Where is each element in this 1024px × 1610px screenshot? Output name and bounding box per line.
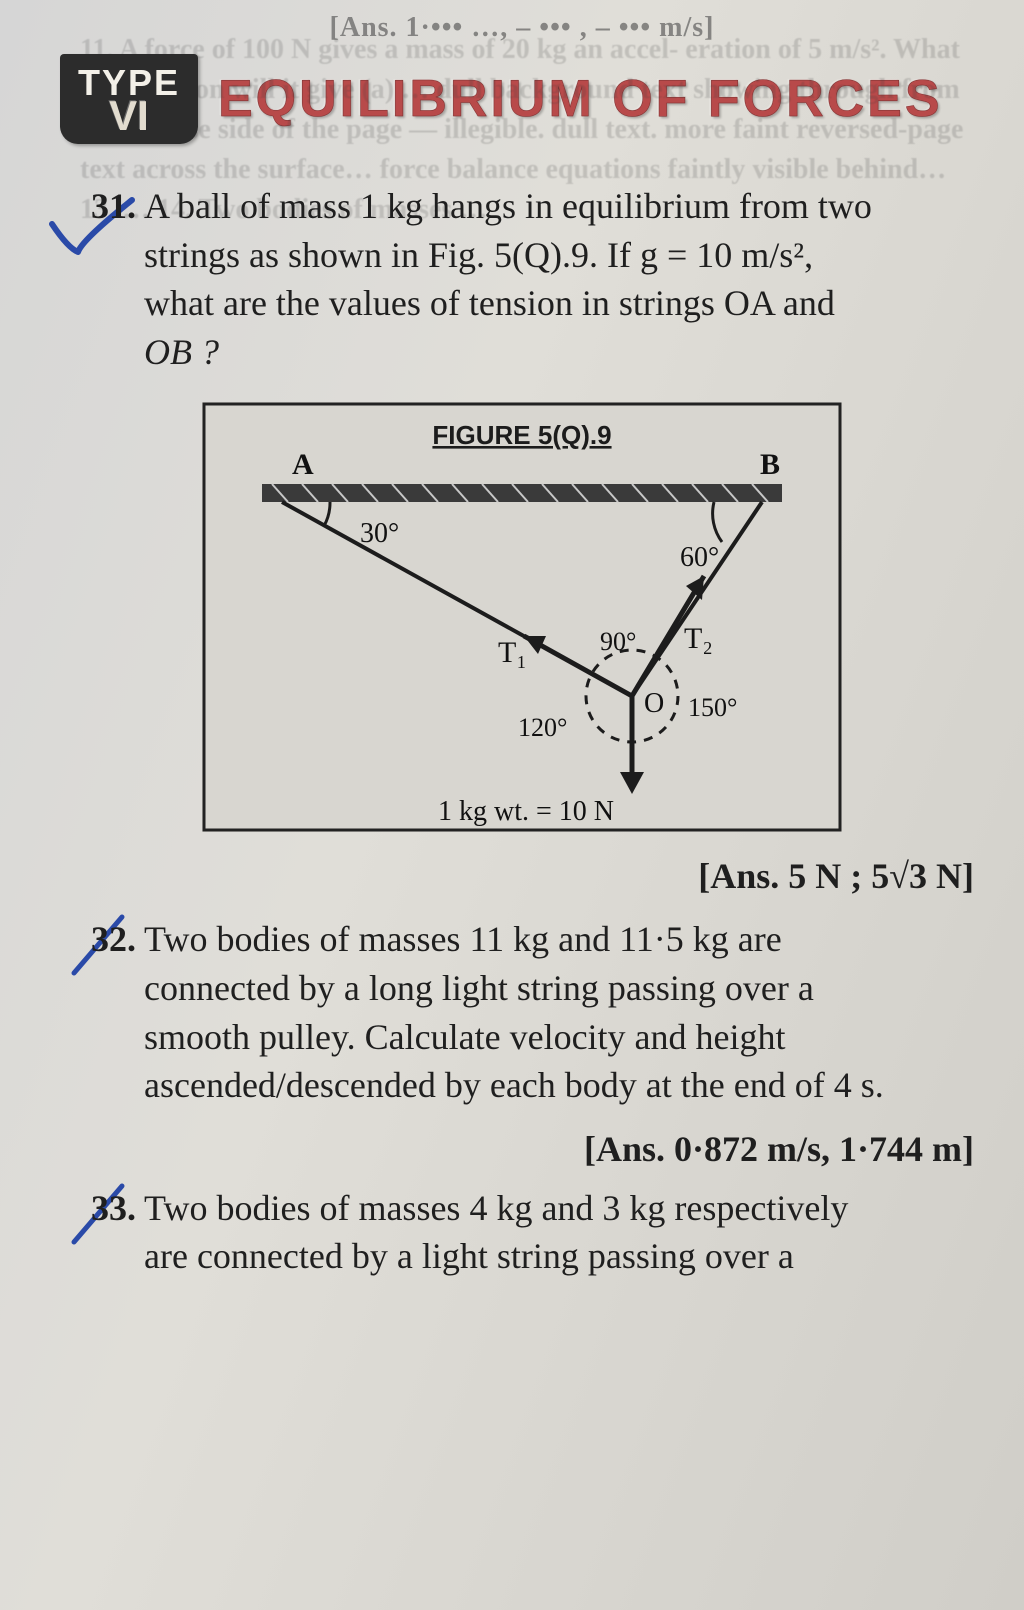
question-number: 33. xyxy=(60,1184,136,1233)
q31-line4: OB ? xyxy=(144,332,219,372)
label-90: 90° xyxy=(600,627,636,656)
q32-line2: connected by a long light string passing… xyxy=(144,968,814,1008)
question-33: 33. Two bodies of masses 4 kg and 3 kg r… xyxy=(60,1184,984,1281)
q33-line2: are connected by a light string passing … xyxy=(144,1236,794,1276)
label-120: 120° xyxy=(518,713,567,742)
q32-line3: smooth pulley. Calculate velocity and he… xyxy=(144,1017,786,1057)
figure-svg: FIGURE 5(Q).9 xyxy=(202,402,842,832)
question-number: 32. xyxy=(60,915,136,964)
question-body: Two bodies of masses 11 kg and 11·5 kg a… xyxy=(144,915,984,1109)
figure-title: FIGURE 5(Q).9 xyxy=(432,420,611,450)
label-T1: T₁ xyxy=(498,636,527,669)
question-31: 31. A ball of mass 1 kg hangs in equilib… xyxy=(60,182,984,376)
q31-line1: A ball of mass 1 kg hangs in equilibrium… xyxy=(144,186,872,226)
q33-line1: Two bodies of masses 4 kg and 3 kg respe… xyxy=(144,1188,848,1228)
q32-line4: ascended/descended by each body at the e… xyxy=(144,1065,884,1105)
type-badge: TYPE VI xyxy=(60,54,198,144)
label-A: A xyxy=(292,448,314,481)
label-B: B xyxy=(760,448,780,481)
question-body: Two bodies of masses 4 kg and 3 kg respe… xyxy=(144,1184,984,1281)
section-title: EQUILIBRIUM OF FORCES xyxy=(218,69,984,129)
label-weight: 1 kg wt. = 10 N xyxy=(438,796,614,827)
label-60: 60° xyxy=(680,542,719,573)
q31-line3: what are the values of tension in string… xyxy=(144,283,835,323)
section-header: TYPE VI EQUILIBRIUM OF FORCES xyxy=(60,54,984,144)
q31-line2: strings as shown in Fig. 5(Q).9. If g = … xyxy=(144,235,813,275)
ceiling-beam xyxy=(262,484,782,502)
question-number: 31. xyxy=(60,182,136,231)
q32-answer: [Ans. 0·872 m/s, 1·744 m] xyxy=(60,1128,974,1170)
label-30: 30° xyxy=(360,518,399,549)
type-badge-roman: VI xyxy=(60,92,198,140)
top-partial-line: [Ans. 1·••• …, – ••• , – ••• m/s] xyxy=(60,0,984,44)
question-body: A ball of mass 1 kg hangs in equilibrium… xyxy=(144,182,984,376)
q32-line1: Two bodies of masses 11 kg and 11·5 kg a… xyxy=(144,919,782,959)
label-O: O xyxy=(644,688,664,719)
label-T2: T₂ xyxy=(684,622,713,655)
label-150: 150° xyxy=(688,693,737,722)
q31-answer: [Ans. 5 N ; 5√3 N] xyxy=(60,855,974,897)
page: { "top_partial_line": "[Ans. 1·••• …, – … xyxy=(0,0,1024,1610)
question-32: 32. Two bodies of masses 11 kg and 11·5 … xyxy=(60,915,984,1109)
figure-5q9: FIGURE 5(Q).9 xyxy=(202,402,842,837)
